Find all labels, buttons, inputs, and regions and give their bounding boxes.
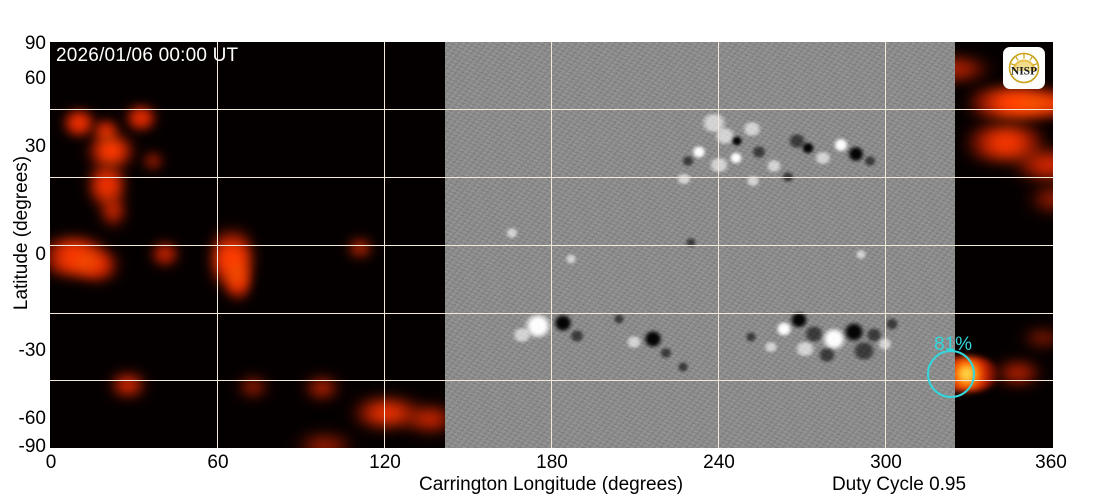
flux-patch — [789, 312, 809, 328]
xtick-120: 120 — [369, 452, 401, 473]
flux-patch — [675, 174, 693, 184]
flux-patch — [751, 146, 767, 158]
flux-patch — [659, 348, 673, 358]
xtick-0: 0 — [45, 452, 57, 473]
flux-patch — [729, 152, 743, 164]
flux-patch — [821, 328, 847, 350]
flux-patch — [765, 160, 783, 172]
flux-patch — [851, 342, 877, 360]
flux-patch — [847, 146, 865, 162]
gridlines — [50, 42, 1053, 448]
flux-patch — [863, 156, 877, 166]
flux-patch — [775, 322, 793, 336]
flux-patch — [569, 330, 585, 342]
flux-patch — [813, 152, 833, 164]
flux-patch — [685, 238, 697, 247]
y-axis-label: Latitude (degrees) — [11, 155, 32, 311]
flux-patch — [833, 138, 849, 152]
tracked-feature-circle[interactable] — [927, 350, 975, 398]
flux-patch — [803, 326, 825, 342]
xtick-240: 240 — [703, 452, 735, 473]
ytick--30: -30 — [18, 340, 46, 361]
tracked-feature-label: 81% — [934, 334, 973, 355]
flux-patch — [699, 114, 729, 132]
flux-patch — [865, 328, 883, 342]
flux-patch — [625, 336, 643, 348]
flux-patch — [681, 156, 695, 166]
flux-patch — [817, 348, 837, 362]
flux-patch — [763, 342, 779, 352]
ytick-30: 30 — [24, 136, 46, 157]
ytick--60: -60 — [18, 408, 46, 429]
observation-timestamp: 2026/01/06 00:00 UT — [56, 45, 239, 66]
xtick-300: 300 — [870, 452, 902, 473]
xtick-60: 60 — [207, 452, 229, 473]
ytick-90: 90 — [24, 33, 46, 54]
xtick-360: 360 — [1035, 452, 1067, 473]
flux-patch — [745, 332, 757, 342]
flux-patch — [511, 328, 533, 342]
gridline-lon-180 — [551, 42, 552, 448]
flux-patch — [885, 318, 899, 330]
xtick-180: 180 — [536, 452, 568, 473]
flux-patch — [565, 254, 577, 264]
ytick--90: -90 — [18, 436, 46, 457]
flux-patch — [793, 342, 817, 356]
gridline-lon-240 — [718, 42, 719, 448]
flux-patch — [745, 176, 761, 186]
flux-patch — [855, 250, 867, 259]
gridline-lon-300 — [885, 42, 886, 448]
flux-patch — [691, 146, 707, 158]
flux-patch — [553, 314, 573, 332]
ytick-60: 60 — [24, 68, 46, 89]
flux-patch — [843, 322, 865, 342]
flux-patch — [731, 136, 743, 146]
flux-patch — [505, 228, 519, 238]
nisp-logo: NISP — [1003, 47, 1045, 89]
flux-patch — [613, 314, 625, 324]
flux-patch — [677, 362, 689, 372]
x-axis-label: Carrington Longitude (degrees) — [418, 474, 684, 495]
flux-patch — [801, 142, 815, 154]
flux-patch — [707, 158, 731, 172]
flux-patch — [741, 122, 763, 136]
svg-text:NISP: NISP — [1011, 66, 1037, 78]
gridline-lon-60 — [217, 42, 218, 448]
duty-cycle-label: Duty Cycle 0.95 — [831, 474, 967, 495]
gridline-lon-120 — [384, 42, 385, 448]
nisp-sun-icon: NISP — [1008, 52, 1040, 84]
ytick-0: 0 — [35, 244, 46, 265]
plot-area: 2026/01/06 00:00 UT 81% NISP — [50, 42, 1053, 448]
flux-patch — [643, 330, 663, 348]
